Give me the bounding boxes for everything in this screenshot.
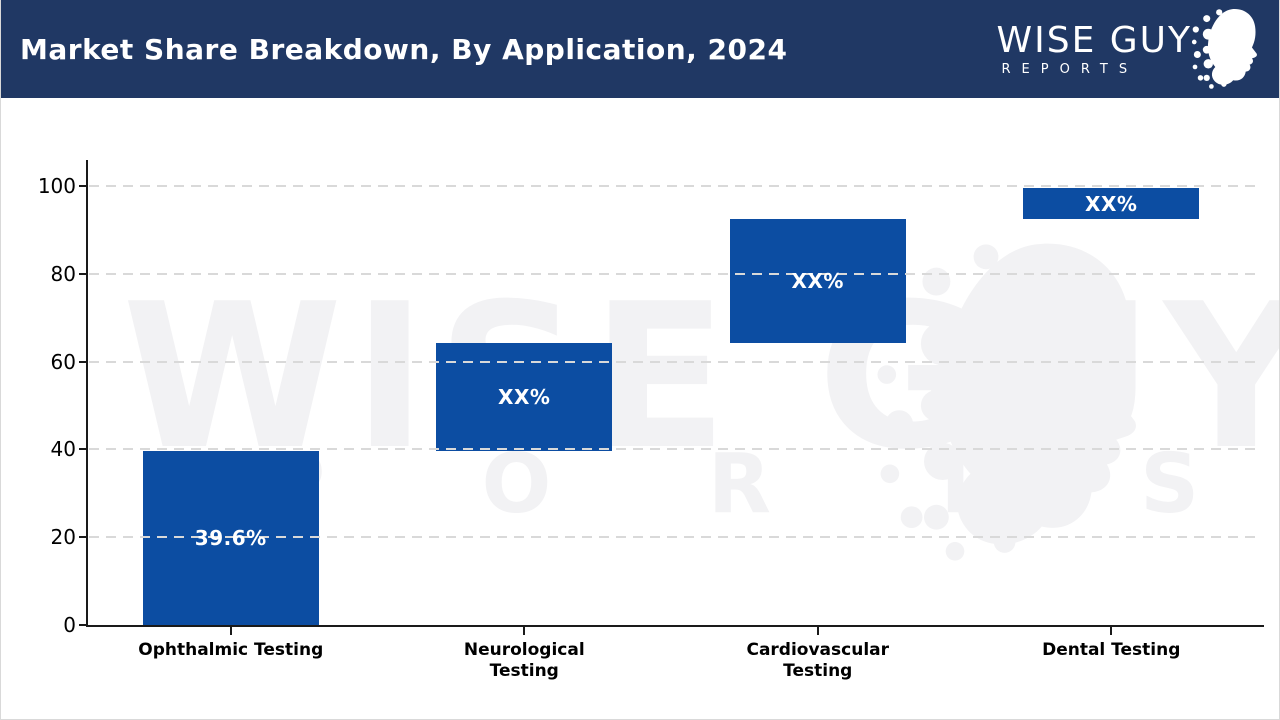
- header-bar: Market Share Breakdown, By Application, …: [0, 0, 1280, 98]
- brand-logo: WISE GUY REPORTS: [997, 5, 1280, 93]
- brand-logo-text: WISE GUY REPORTS: [996, 19, 1193, 77]
- brand-name: WISE GUY: [996, 19, 1192, 61]
- category-label: Cardiovascular Testing: [746, 640, 890, 681]
- gridline: [89, 185, 1262, 187]
- y-tick-mark: [79, 536, 87, 539]
- gridline: [89, 272, 1262, 275]
- y-axis-line: [86, 160, 88, 627]
- brand-subname: REPORTS: [1001, 61, 1139, 77]
- gridline: [89, 448, 1262, 451]
- y-tick-mark: [79, 272, 87, 275]
- gridline: [89, 360, 1262, 363]
- y-tick-label: 80: [50, 261, 76, 286]
- y-tick-label: 40: [50, 437, 76, 462]
- bar-value-label: XX%: [791, 269, 844, 294]
- bar-value-label: XX%: [498, 385, 551, 410]
- y-tick-label: 20: [50, 525, 76, 550]
- y-tick-mark: [79, 360, 87, 363]
- bar-segment: [729, 219, 906, 344]
- x-axis-line: [86, 625, 1264, 627]
- page-title: Market Share Breakdown, By Application, …: [20, 32, 788, 66]
- y-tick-mark: [79, 448, 87, 451]
- y-tick-mark: [79, 624, 87, 626]
- y-tick-label: 0: [63, 613, 76, 637]
- bar-value-label: XX%: [1085, 191, 1138, 216]
- watermark-head-icon: [877, 243, 1136, 561]
- x-tick-mark: [816, 627, 819, 635]
- category-label: Ophthalmic Testing: [138, 640, 324, 660]
- bar-segment: [1023, 188, 1200, 220]
- category-label: Neurological Testing: [463, 640, 585, 681]
- category-label: Dental Testing: [1042, 640, 1181, 660]
- gridline: [89, 536, 1262, 539]
- y-tick-label: 100: [37, 174, 76, 198]
- x-tick-mark: [1110, 627, 1113, 635]
- x-tick-mark: [523, 627, 526, 635]
- y-tick-label: 60: [50, 349, 76, 374]
- x-tick-mark: [229, 627, 232, 635]
- dotted-head-icon: [1191, 9, 1257, 89]
- y-tick-mark: [79, 185, 87, 187]
- bar-value-label: 39.6%: [194, 526, 267, 551]
